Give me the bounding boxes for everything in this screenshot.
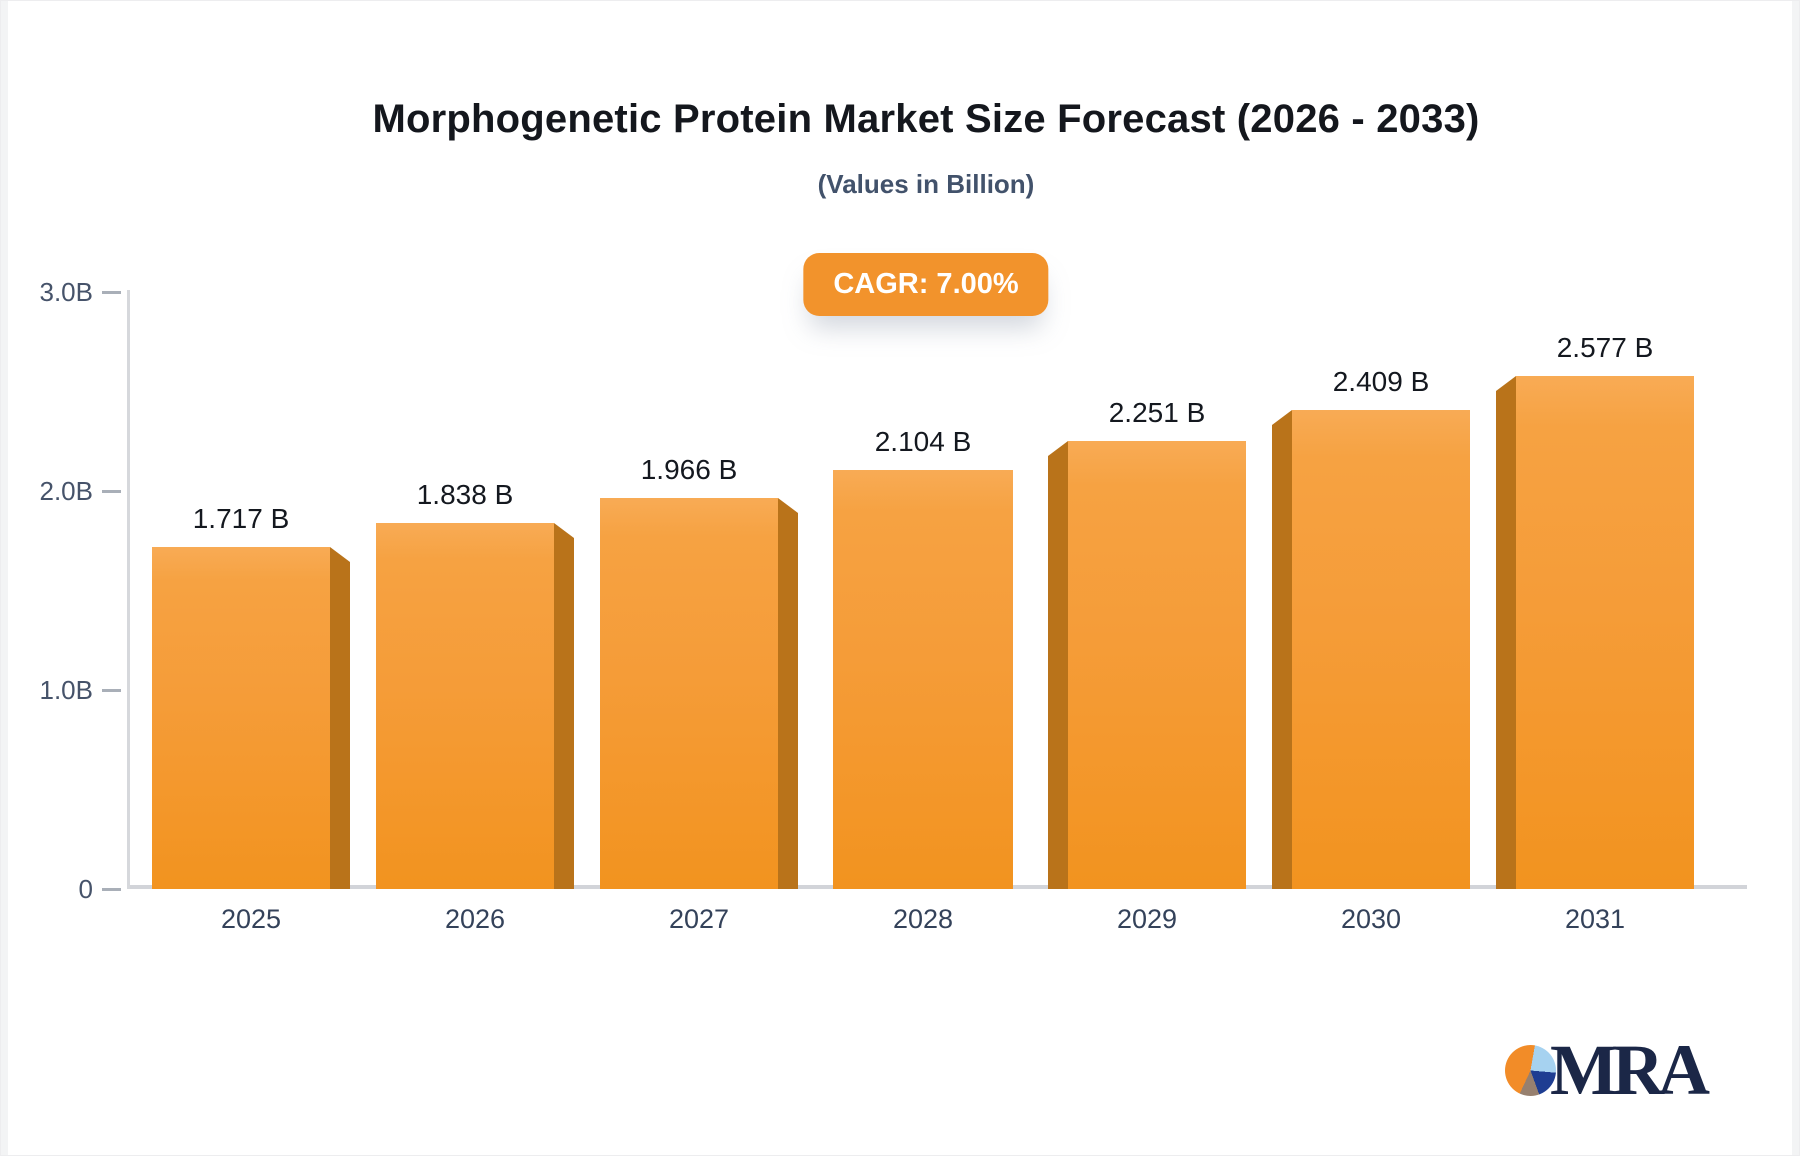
page-left-edge: [1, 1, 8, 1155]
y-axis-tick-label: 1.0B: [39, 675, 94, 705]
bar-face: [1516, 376, 1694, 889]
bar-face: [600, 498, 778, 889]
bar-value-label-2031: 2.577 B: [1556, 332, 1654, 363]
x-axis-label-2026: 2026: [444, 904, 506, 934]
bar-value-label-2028: 2.104 B: [874, 426, 972, 457]
bar-2029[interactable]: [1048, 441, 1246, 889]
y-axis-tick-label: 3.0B: [39, 277, 94, 307]
bar-2031[interactable]: [1496, 376, 1694, 889]
mra-logo: MRA: [1505, 1030, 1710, 1110]
bar-value-label-2029: 2.251 B: [1108, 397, 1206, 428]
bar-2028[interactable]: [833, 470, 1013, 889]
bar-side-face: [778, 498, 798, 889]
chart-subtitle: (Values in Billion): [817, 169, 1035, 199]
x-axis-label-2029: 2029: [1116, 904, 1178, 934]
bar-side-face: [1048, 441, 1068, 889]
page-right-edge: [1792, 1, 1799, 1155]
bar-face: [1068, 441, 1246, 889]
x-axis-label-2028: 2028: [892, 904, 954, 934]
x-axis-label-2027: 2027: [668, 904, 730, 934]
bar-face: [833, 470, 1013, 889]
logo-text: MRA: [1550, 1030, 1710, 1110]
bar-value-label-2025: 1.717 B: [192, 503, 290, 534]
bar-2027[interactable]: [600, 498, 798, 889]
bar-2026[interactable]: [376, 523, 574, 889]
x-axis-label-2031: 2031: [1564, 904, 1626, 934]
bar-side-face: [330, 547, 350, 889]
bar-face: [1292, 410, 1470, 889]
bar-value-label-2027: 1.966 B: [640, 454, 738, 485]
pie-chart-icon: [1505, 1044, 1556, 1096]
bar-value-label-2030: 2.409 B: [1332, 366, 1430, 397]
bar-2025[interactable]: [152, 547, 350, 889]
y-axis-tick-label: 0: [78, 874, 93, 904]
chart-title: Morphogenetic Protein Market Size Foreca…: [372, 97, 1480, 141]
bar-value-label-2026: 1.838 B: [416, 479, 514, 510]
y-tick-dash: [102, 290, 121, 294]
bar-2030[interactable]: [1272, 410, 1470, 889]
x-axis-label-2025: 2025: [220, 904, 282, 934]
y-tick-dash: [102, 688, 121, 692]
cagr-badge: CAGR: 7.00%: [803, 253, 1049, 316]
y-axis-tick-label: 2.0B: [39, 476, 94, 506]
y-tick-dash: [102, 887, 121, 891]
x-axis-label-2030: 2030: [1340, 904, 1402, 934]
bar-side-face: [1272, 410, 1292, 889]
bar-side-face: [554, 523, 574, 889]
bar-side-face: [1496, 376, 1516, 889]
bar-face: [376, 523, 554, 889]
bar-face: [152, 547, 330, 889]
y-axis-line: [127, 290, 130, 889]
y-tick-dash: [102, 489, 121, 493]
